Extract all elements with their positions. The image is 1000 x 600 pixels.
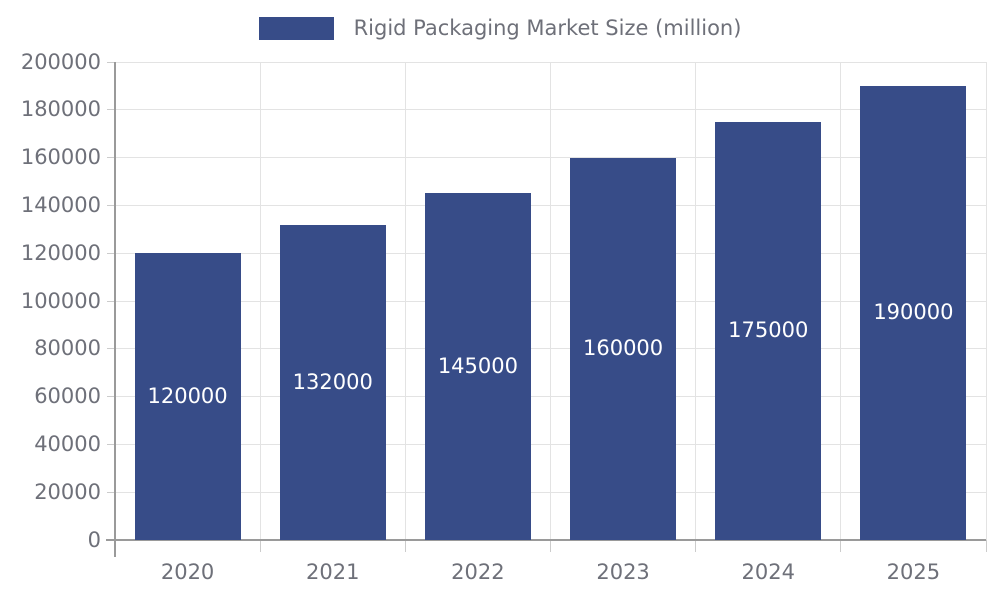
bar-2021 bbox=[279, 224, 386, 540]
y-axis-tick-label: 20000 bbox=[34, 479, 101, 504]
x-axis-tick-label-2023: 2023 bbox=[596, 560, 650, 584]
y-axis-tick-label: 40000 bbox=[34, 431, 101, 456]
y-axis-tick bbox=[107, 348, 115, 350]
x-axis-tick-label-2022: 2022 bbox=[451, 560, 505, 584]
x-gridline bbox=[840, 62, 842, 540]
x-gridline bbox=[259, 62, 261, 540]
bar-value-label-2020: 120000 bbox=[147, 384, 228, 409]
x-axis-tick bbox=[840, 540, 842, 552]
legend-label: Rigid Packaging Market Size (million) bbox=[353, 16, 742, 40]
y-axis-tick-label: 60000 bbox=[34, 384, 101, 409]
x-axis-line bbox=[106, 539, 986, 541]
bar-2020 bbox=[134, 253, 241, 540]
y-axis-tick-label: 160000 bbox=[20, 145, 101, 170]
bar-value-label-2023: 160000 bbox=[582, 336, 664, 361]
y-axis-tick-label: 0 bbox=[87, 527, 101, 552]
y-axis-tick bbox=[107, 157, 115, 159]
bar-value-label-2025: 190000 bbox=[873, 300, 954, 325]
y-axis-line bbox=[114, 62, 116, 557]
x-axis-tick-label-2025: 2025 bbox=[886, 560, 941, 584]
y-axis-tick bbox=[107, 300, 115, 302]
y-axis-tick bbox=[107, 109, 115, 111]
x-axis-tick bbox=[695, 540, 697, 552]
x-axis-tick-label-2024: 2024 bbox=[741, 560, 795, 584]
y-axis-tick-label: 120000 bbox=[20, 240, 101, 265]
x-gridline bbox=[985, 62, 987, 540]
x-axis-tick bbox=[550, 540, 551, 552]
y-axis-tick bbox=[107, 491, 115, 493]
bar-2023 bbox=[570, 157, 677, 540]
x-axis-tick-label-2020: 2020 bbox=[160, 560, 215, 584]
x-gridline bbox=[404, 62, 406, 540]
bar-value-label-2021: 132000 bbox=[292, 369, 373, 394]
x-axis-tick-label-2021: 2021 bbox=[306, 560, 360, 584]
y-axis-tick-label: 140000 bbox=[20, 192, 101, 217]
y-axis-tick bbox=[107, 252, 115, 254]
y-axis-tick bbox=[107, 396, 115, 398]
x-axis-tick bbox=[985, 540, 987, 552]
x-gridline bbox=[695, 62, 697, 540]
y-axis-tick-label: 180000 bbox=[20, 97, 101, 122]
x-axis-tick bbox=[259, 540, 261, 552]
bar-value-label-2022: 145000 bbox=[437, 354, 518, 379]
x-axis-tick bbox=[404, 540, 406, 552]
y-axis-tick-label: 100000 bbox=[20, 288, 101, 313]
bar-2022 bbox=[424, 193, 531, 540]
legend-item[interactable]: Rigid Packaging Market Size (million) bbox=[0, 16, 1000, 40]
bar-2024 bbox=[715, 121, 822, 540]
bar-value-label-2024: 175000 bbox=[728, 318, 809, 343]
y-axis-tick-label: 80000 bbox=[34, 336, 101, 361]
y-axis-tick-label: 200000 bbox=[20, 49, 101, 74]
y-axis-tick bbox=[107, 443, 115, 445]
bar-2025 bbox=[860, 85, 967, 540]
y-axis-tick bbox=[107, 61, 115, 63]
legend-swatch bbox=[258, 16, 334, 40]
x-gridline bbox=[550, 62, 551, 540]
y-axis-tick bbox=[107, 204, 115, 206]
